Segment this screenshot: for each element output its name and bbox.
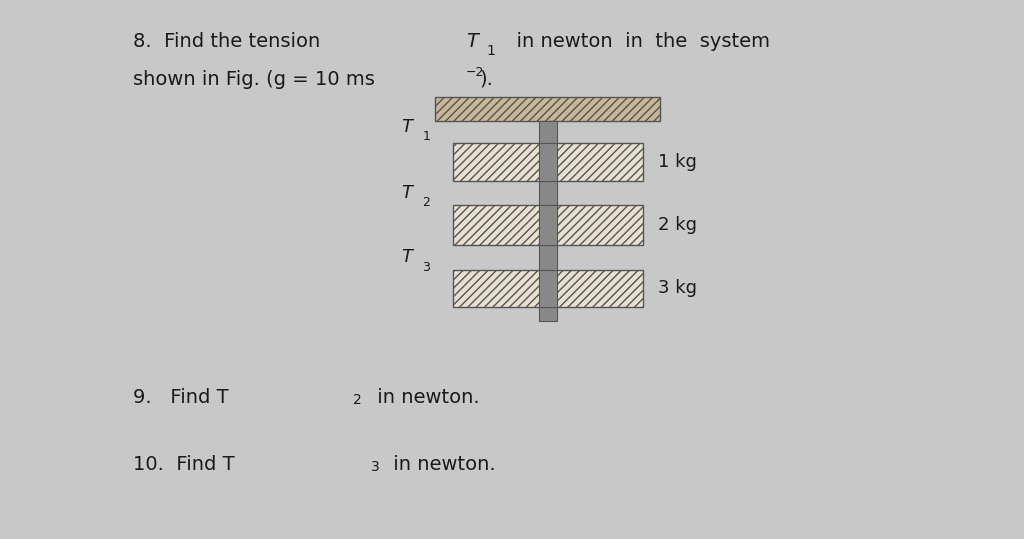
Bar	[453, 143, 643, 181]
Bar	[435, 97, 660, 121]
Text: ).: ).	[479, 70, 494, 89]
Bar	[539, 205, 557, 245]
Text: 1 kg: 1 kg	[657, 153, 696, 171]
Text: 9.   Find T: 9. Find T	[133, 388, 228, 407]
Text: 10.  Find T: 10. Find T	[133, 455, 234, 474]
Bar	[539, 245, 557, 270]
Text: 2: 2	[353, 393, 362, 407]
Text: 3 kg: 3 kg	[657, 279, 697, 298]
Text: in newton  in  the  system: in newton in the system	[504, 32, 770, 51]
Text: in newton.: in newton.	[387, 455, 496, 474]
Bar	[539, 143, 557, 181]
Text: 1: 1	[486, 44, 496, 58]
Text: T: T	[466, 32, 478, 51]
Bar	[539, 270, 557, 307]
Text: 2 kg: 2 kg	[657, 216, 697, 234]
Text: 2: 2	[422, 196, 430, 209]
Text: T: T	[401, 248, 412, 266]
Text: 8.  Find the tension: 8. Find the tension	[133, 32, 327, 51]
Bar	[539, 181, 557, 205]
Text: T: T	[401, 184, 412, 202]
Bar	[539, 121, 557, 143]
Bar	[453, 205, 643, 245]
Text: shown in Fig. (g = 10 ms: shown in Fig. (g = 10 ms	[133, 70, 375, 89]
Text: 1: 1	[422, 130, 430, 143]
Text: −2: −2	[466, 66, 484, 79]
Text: 3: 3	[371, 460, 380, 474]
Bar	[453, 270, 643, 307]
Text: T: T	[401, 118, 412, 136]
Bar	[539, 307, 557, 321]
Text: 3: 3	[422, 260, 430, 274]
Text: in newton.: in newton.	[371, 388, 479, 407]
